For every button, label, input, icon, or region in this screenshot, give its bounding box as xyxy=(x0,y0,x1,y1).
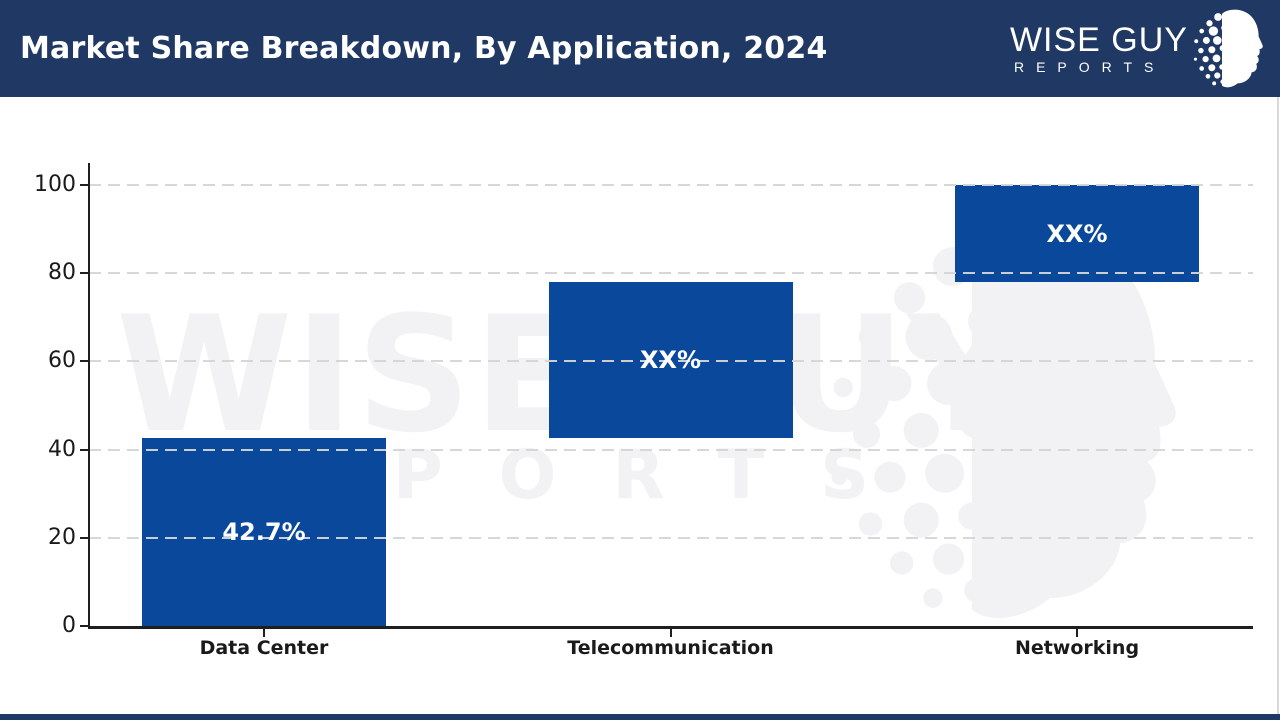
y-tick-mark xyxy=(80,625,88,627)
y-tick-mark xyxy=(80,272,88,275)
x-tick-mark xyxy=(1076,629,1078,637)
footer-strip xyxy=(0,714,1280,720)
bar xyxy=(142,437,386,626)
y-tick-label: 20 xyxy=(48,524,76,550)
x-category-label: Networking xyxy=(1014,637,1140,659)
gridline xyxy=(89,272,1253,275)
gridline xyxy=(89,448,1253,451)
bar xyxy=(548,282,793,438)
right-border xyxy=(1277,97,1279,714)
y-tick-label: 40 xyxy=(48,436,76,462)
x-category-label: Telecommunication xyxy=(567,637,774,659)
y-tick-label: 60 xyxy=(48,348,76,374)
bar-value-label: XX% xyxy=(1046,219,1108,248)
x-tick-mark xyxy=(263,629,265,637)
y-tick-mark xyxy=(80,184,88,186)
gridline xyxy=(89,184,1253,186)
y-tick-label: 0 xyxy=(62,613,76,638)
header: Market Share Breakdown, By Application, … xyxy=(0,0,1280,97)
y-tick-mark xyxy=(80,360,88,363)
wise-guy-reports-logo: WISE GUY REPORTS xyxy=(1010,4,1280,94)
x-axis-line xyxy=(88,626,1253,629)
y-tick-label: 80 xyxy=(48,260,76,286)
y-tick-mark xyxy=(80,536,88,539)
x-tick-mark xyxy=(669,629,672,637)
y-axis-line xyxy=(88,163,90,629)
y-tick-mark xyxy=(80,448,88,451)
logo-sub: REPORTS xyxy=(1013,59,1166,75)
bar-value-label: XX% xyxy=(639,345,702,374)
gridline xyxy=(89,360,1253,363)
bar-value-label: 42.7% xyxy=(222,517,306,546)
y-tick-label: 100 xyxy=(34,172,76,197)
logo-text: WISE GUY REPORTS xyxy=(1010,23,1188,74)
chart-title: Market Share Breakdown, By Application, … xyxy=(20,31,828,66)
x-category-label: Data Center xyxy=(199,637,329,659)
logo-wordmark: WISE GUY xyxy=(1009,21,1188,59)
gridline xyxy=(89,536,1253,539)
